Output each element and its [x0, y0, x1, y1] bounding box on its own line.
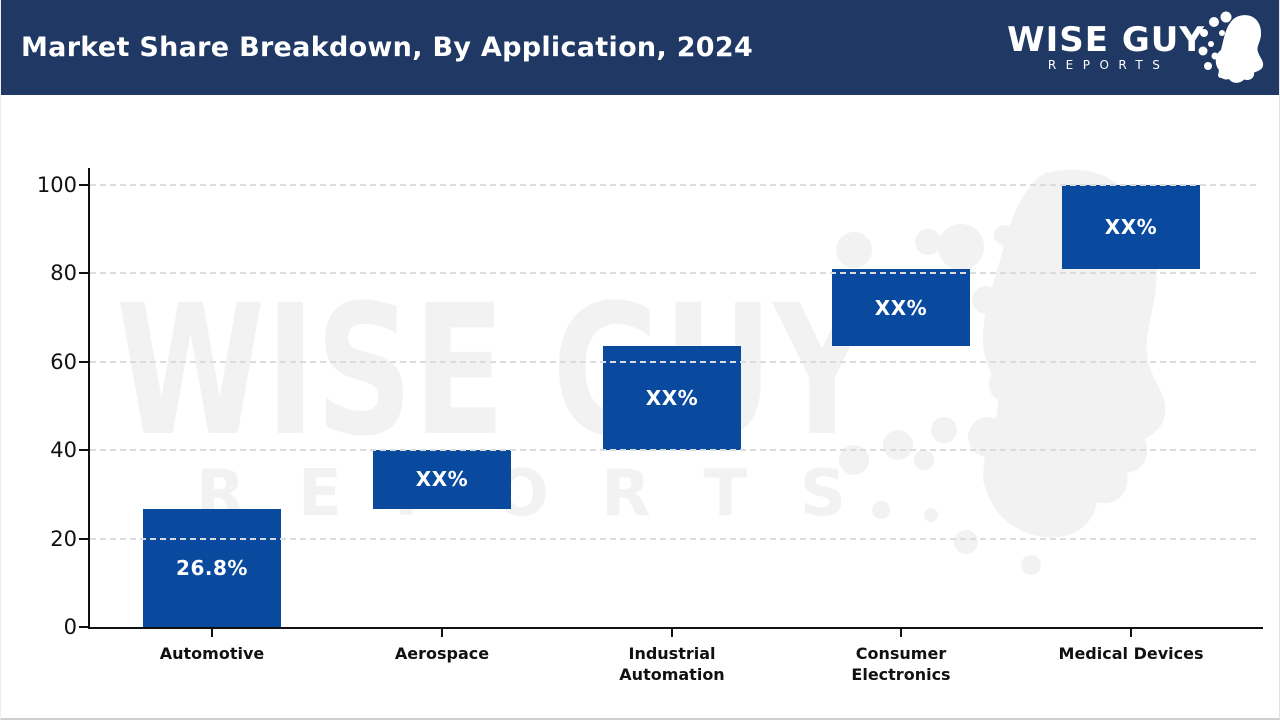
page-title: Market Share Breakdown, By Application, … — [21, 32, 754, 63]
y-tick-60 — [79, 360, 88, 363]
watermark-subtext: R E P O R T S — [196, 457, 846, 531]
y-tick-label-20: 20 — [50, 526, 77, 551]
x-tick-1 — [441, 629, 443, 637]
x-tick-0 — [211, 629, 213, 637]
watermark-wordmark: WISE GUY — [116, 267, 873, 476]
y-tick-20 — [79, 537, 88, 540]
x-axis-line — [88, 627, 1263, 629]
bar-3: XX% — [832, 268, 970, 347]
grid-line-80 — [90, 272, 1256, 275]
y-tick-label-100: 100 — [36, 173, 77, 197]
bar-value-label-0: 26.8% — [176, 555, 248, 580]
watermark: WISE GUY R E P O R T S — [116, 169, 1166, 575]
logo-wordmark-sub: REPORTS — [1047, 58, 1170, 72]
bar-value-label-2: XX% — [645, 386, 699, 411]
x-category-label-4: Medical Devices — [1026, 643, 1236, 664]
y-tick-80 — [79, 272, 88, 275]
x-category-label-line: Automation — [619, 665, 725, 684]
grid-line-100 — [90, 184, 1256, 186]
y-tick-40 — [79, 449, 88, 452]
x-category-label-line: Aerospace — [394, 644, 490, 663]
x-tick-3 — [900, 629, 902, 637]
x-category-label-line: Industrial — [628, 644, 716, 663]
x-category-label-2: Industrial Automation — [567, 643, 777, 685]
bar-value-label-1: XX% — [415, 467, 469, 492]
wiseguy-logo: WISE GUY REPORTS — [1007, 9, 1269, 87]
y-tick-label-60: 60 — [50, 349, 77, 374]
logo-wordmark-main: WISE GUY — [1007, 20, 1205, 60]
bar-value-label-3: XX% — [874, 295, 928, 320]
header-bar: Market Share Breakdown, By Application, … — [1, 0, 1279, 95]
x-category-label-1: Aerospace — [337, 643, 547, 664]
grid-line-60 — [90, 360, 1256, 363]
x-category-label-line: Electronics — [851, 665, 951, 684]
y-axis-line — [88, 168, 90, 629]
bar-4: XX% — [1062, 185, 1200, 269]
logo-head-icon — [1198, 11, 1264, 83]
x-category-label-0: Automotive — [107, 643, 317, 664]
logo-wordmark: WISE GUY REPORTS — [1007, 23, 1205, 72]
grid-line-20 — [90, 537, 1256, 540]
y-tick-label-0: 0 — [63, 615, 77, 639]
y-tick-label-40: 40 — [50, 438, 77, 463]
x-category-label-line: Medical Devices — [1058, 644, 1204, 663]
x-tick-4 — [1130, 629, 1132, 637]
x-tick-2 — [671, 629, 673, 637]
bar-value-label-4: XX% — [1104, 214, 1158, 239]
y-tick-0 — [79, 626, 88, 628]
bar-0: 26.8% — [143, 508, 281, 627]
y-tick-label-80: 80 — [50, 261, 77, 286]
bar-1: XX% — [373, 450, 511, 509]
y-tick-100 — [79, 184, 88, 186]
x-category-label-line: Automotive — [159, 644, 265, 663]
x-category-label-line: Consumer — [855, 644, 947, 663]
bar-2: XX% — [603, 346, 741, 451]
grid-line-40 — [90, 449, 1256, 452]
x-category-label-3: Consumer Electronics — [796, 643, 1006, 685]
chart-canvas: WISE GUY R E P O R T S — [1, 95, 1279, 718]
